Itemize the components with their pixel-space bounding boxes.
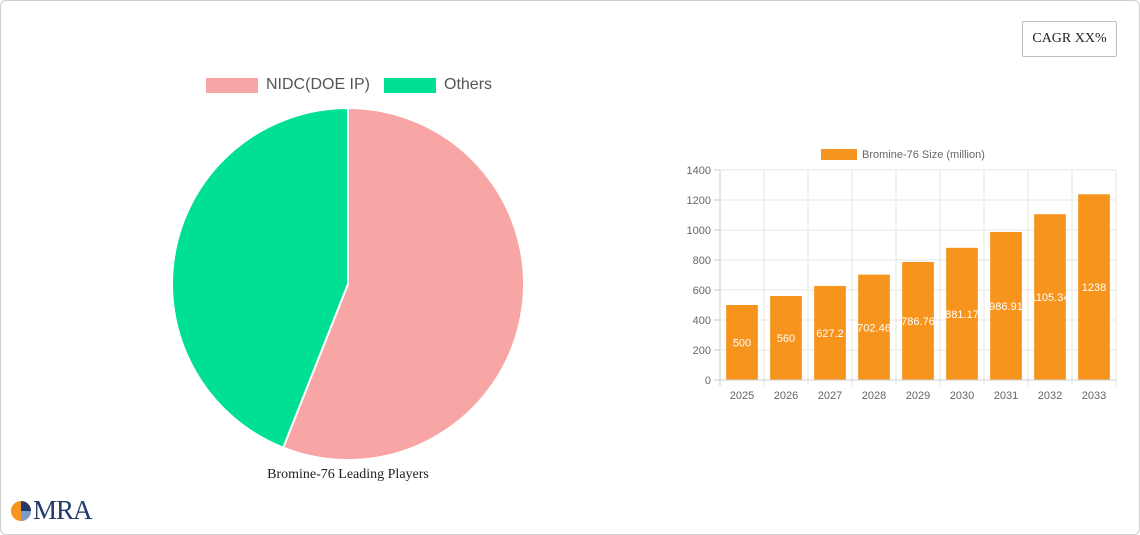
pie-slice-others[interactable]	[171, 106, 349, 449]
pie-legend-item-nidc[interactable]: NIDC(DOE IP)	[206, 76, 370, 94]
logo-text: MRA	[33, 495, 93, 525]
pie-legend: NIDC(DOE IP) Others	[206, 74, 506, 96]
bar-legend-swatch	[821, 149, 857, 160]
y-tick-label: 800	[693, 255, 711, 267]
x-tick-label: 2028	[862, 390, 886, 402]
y-tick-label: 400	[693, 315, 711, 327]
y-tick-label: 1000	[687, 225, 711, 237]
bar-2031[interactable]	[990, 231, 1022, 380]
bar-2025[interactable]	[726, 305, 758, 380]
pie-legend-label-others: Others	[444, 76, 493, 93]
x-tick-label: 2032	[1038, 390, 1062, 402]
cagr-badge: CAGR XX%	[1022, 21, 1117, 57]
bar-data-label: 1238	[1082, 282, 1106, 294]
bar-data-label: 881.17	[945, 309, 979, 321]
bar-2027[interactable]	[814, 285, 846, 380]
bar-data-label: 560	[777, 333, 795, 345]
bar-data-label: 702.46	[857, 322, 891, 334]
y-tick-label: 0	[705, 375, 711, 387]
pie-chart	[171, 106, 525, 461]
y-tick-label: 1400	[687, 165, 711, 177]
x-tick-label: 2030	[950, 390, 974, 402]
pie-legend-swatch-others	[384, 77, 436, 93]
x-tick-label: 2029	[906, 390, 930, 402]
y-tick-label: 200	[693, 345, 711, 357]
x-tick-label: 2033	[1082, 390, 1106, 402]
bar-data-label: 1105.34	[1031, 292, 1070, 304]
bar-2028[interactable]	[858, 274, 890, 380]
x-tick-label: 2026	[774, 390, 798, 402]
mra-logo: MRA	[10, 495, 93, 525]
bar-data-label: 786.76	[901, 316, 935, 328]
bar-data-label: 986.91	[989, 301, 1023, 313]
x-tick-label: 2027	[818, 390, 842, 402]
bar-2029[interactable]	[902, 261, 934, 380]
logo-globe-icon	[11, 500, 31, 521]
pie-legend-swatch-nidc	[206, 77, 258, 93]
pie-legend-item-others[interactable]: Others	[384, 76, 492, 94]
bar-data-label: 500	[733, 338, 751, 350]
y-tick-label: 600	[693, 285, 711, 297]
bar-2033[interactable]	[1078, 194, 1110, 380]
bar-data-label: 627.2	[816, 328, 844, 340]
bar-legend[interactable]: Bromine-76 Size (million)	[821, 149, 985, 161]
pie-legend-label-nidc: NIDC(DOE IP)	[266, 76, 370, 93]
bar-2030[interactable]	[946, 247, 978, 380]
bar-chart: Bromine-76 Size (million) 0 200 400 600 800 10…	[687, 149, 1117, 402]
bar-2026[interactable]	[770, 296, 802, 380]
pie-slice-nidc-doe-ip[interactable]	[281, 106, 525, 461]
y-tick-label: 1200	[687, 195, 711, 207]
cagr-label: CAGR XX%	[1032, 31, 1107, 46]
x-tick-label: 2031	[994, 390, 1018, 402]
pie-chart-caption: Bromine-76 Leading Players	[267, 467, 429, 482]
bar-2032[interactable]	[1034, 214, 1066, 380]
x-tick-label: 2025	[730, 390, 754, 402]
bar-legend-label: Bromine-76 Size (million)	[862, 149, 985, 161]
